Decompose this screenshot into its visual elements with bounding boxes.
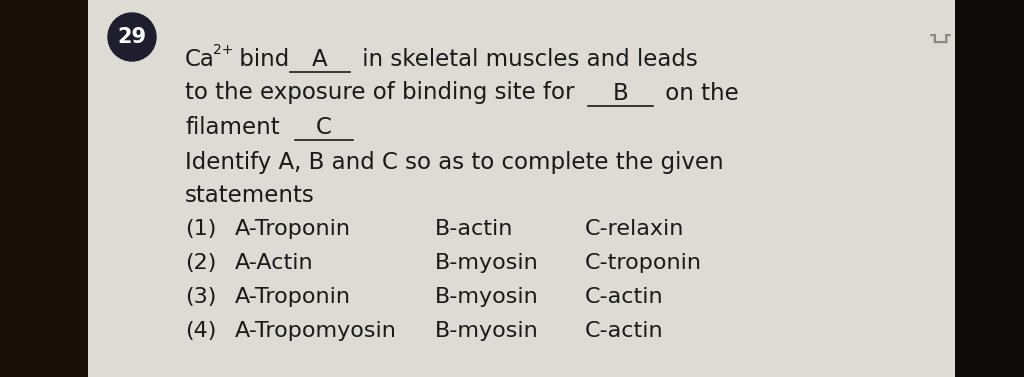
Text: C-troponin: C-troponin	[585, 253, 702, 273]
Text: to the exposure of binding site for: to the exposure of binding site for	[185, 81, 574, 104]
Text: filament: filament	[185, 115, 280, 138]
Text: A: A	[312, 48, 328, 70]
Bar	[88, 0, 955, 377]
Text: B-myosin: B-myosin	[435, 253, 539, 273]
Text: Identify A, B and C so as to complete the given: Identify A, B and C so as to complete th…	[185, 150, 724, 173]
Bar	[0, 0, 88, 377]
Text: (1): (1)	[185, 219, 216, 239]
Text: bind: bind	[232, 48, 289, 70]
Text: A-Troponin: A-Troponin	[234, 219, 351, 239]
Text: (3): (3)	[185, 287, 216, 307]
Text: (2): (2)	[185, 253, 216, 273]
Text: B: B	[612, 81, 629, 104]
Text: on the: on the	[658, 81, 738, 104]
Text: in skeletal muscles and leads: in skeletal muscles and leads	[355, 48, 697, 70]
Text: B-myosin: B-myosin	[435, 287, 539, 307]
Text: statements: statements	[185, 184, 314, 207]
Text: C-actin: C-actin	[585, 321, 664, 341]
Text: A-Actin: A-Actin	[234, 253, 313, 273]
Text: Ca: Ca	[185, 48, 215, 70]
Text: B-actin: B-actin	[435, 219, 513, 239]
Circle shape	[108, 13, 156, 61]
Text: C-relaxin: C-relaxin	[585, 219, 684, 239]
Text: C: C	[316, 115, 332, 138]
Text: C-actin: C-actin	[585, 287, 664, 307]
Text: 2+: 2+	[213, 43, 233, 57]
Text: (4): (4)	[185, 321, 216, 341]
Bar	[955, 0, 1024, 377]
Text: A-Tropomyosin: A-Tropomyosin	[234, 321, 397, 341]
Text: A-Troponin: A-Troponin	[234, 287, 351, 307]
Text: B-myosin: B-myosin	[435, 321, 539, 341]
Text: 29: 29	[118, 27, 146, 47]
Text: ⍽: ⍽	[930, 15, 950, 43]
